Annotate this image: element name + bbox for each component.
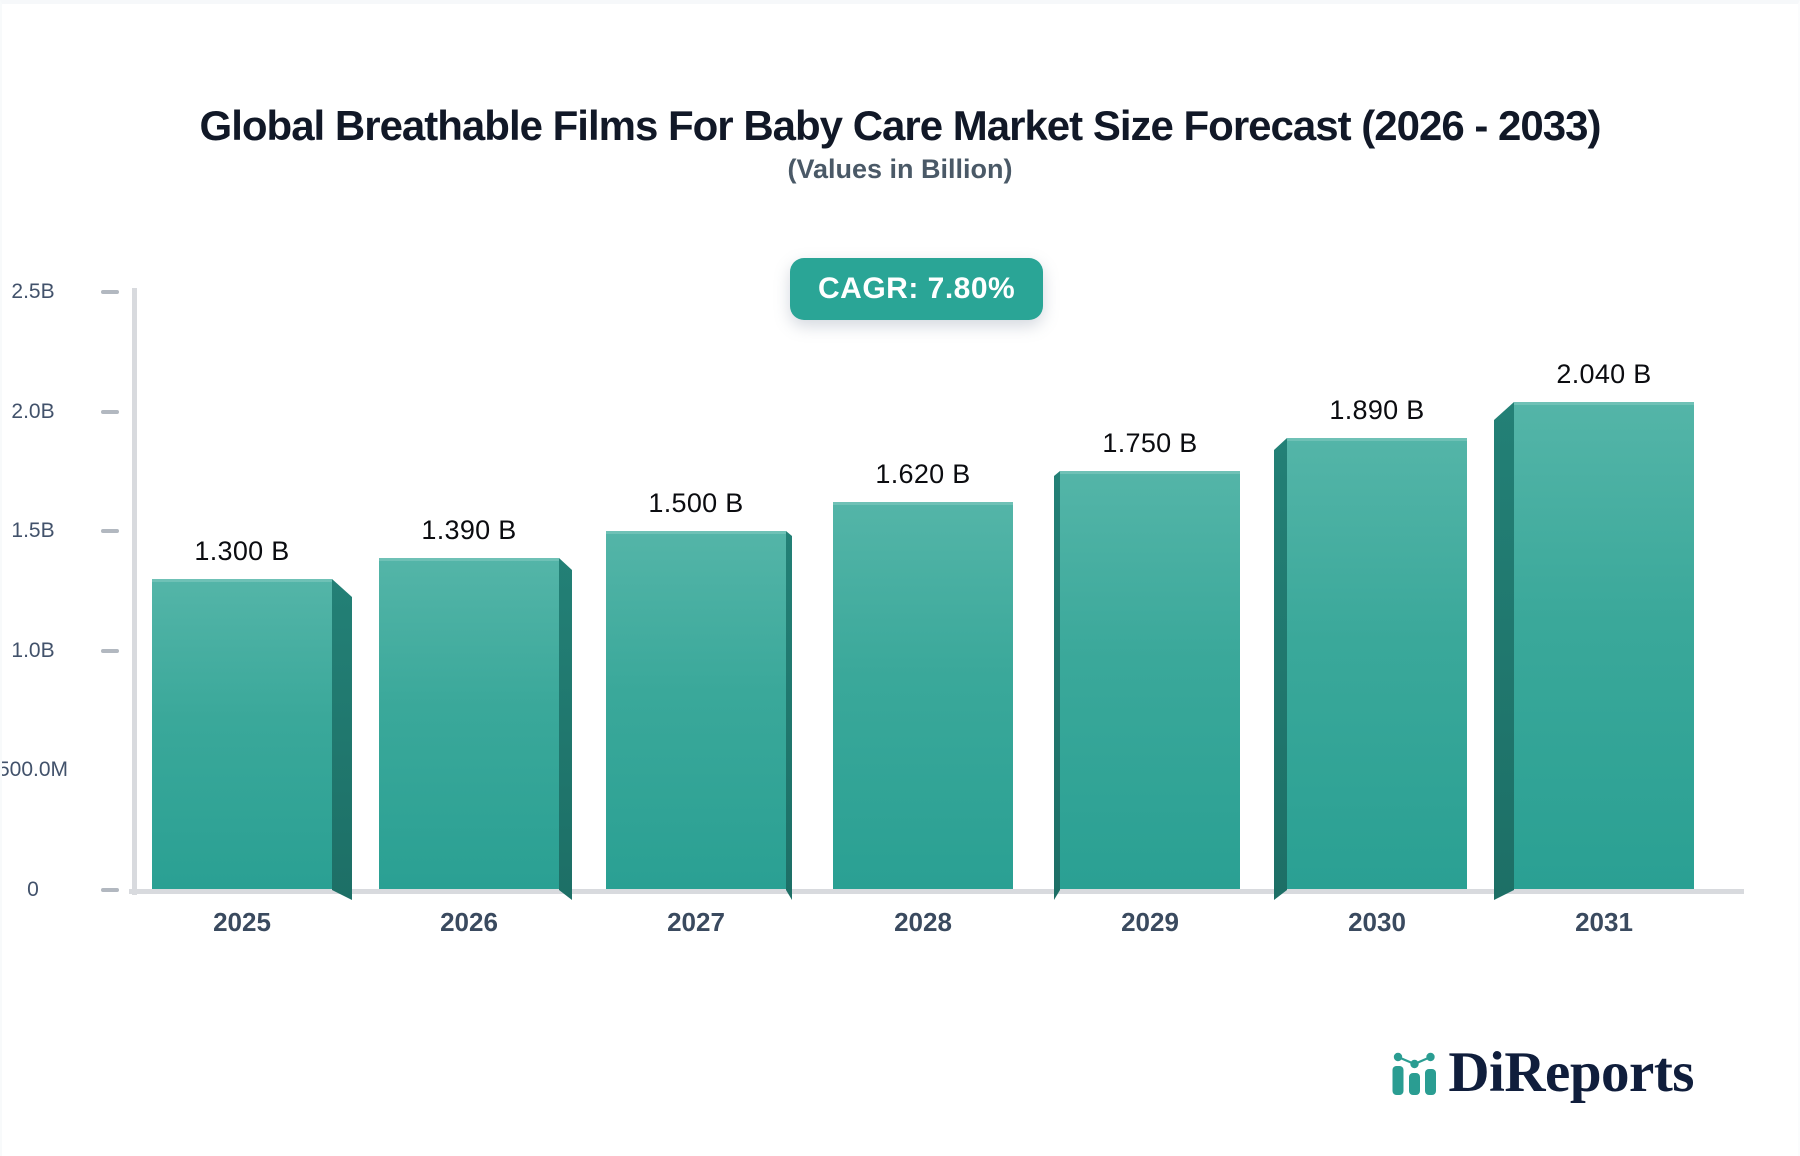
x-tick-label: 2031	[1575, 907, 1633, 937]
bar-2026[interactable]	[379, 558, 559, 890]
bar-value-label: 1.750 B	[1102, 428, 1198, 458]
bar-front-face[interactable]	[379, 558, 559, 890]
bar-side-face	[1054, 471, 1060, 900]
y-tick-dash	[101, 648, 119, 653]
x-tick-label: 2028	[894, 907, 952, 937]
y-tick-label: 1.5B	[11, 519, 55, 543]
logo-chart-icon	[1392, 1052, 1437, 1095]
y-tick-label: 500.0M	[0, 758, 69, 782]
bar-2027[interactable]	[606, 531, 786, 890]
x-tick-label: 2025	[213, 907, 271, 937]
y-tick-dash	[101, 529, 119, 534]
x-axis-line	[129, 889, 1744, 894]
bar-value-label: 2.040 B	[1556, 359, 1652, 389]
x-tick-label: 2029	[1121, 907, 1179, 937]
bar-side-face	[1274, 438, 1287, 900]
bar-front-face[interactable]	[1287, 438, 1467, 890]
y-tick-label: 1.0B	[11, 638, 55, 662]
logo-text: DiReports	[1448, 1041, 1694, 1104]
bar-value-label: 1.500 B	[648, 488, 744, 518]
y-tick-label: 0	[27, 878, 39, 901]
chart-subtitle: (Values in Billion)	[787, 154, 1013, 184]
bar-2030[interactable]	[1287, 438, 1467, 890]
bar-side-face	[786, 531, 792, 900]
bar-side-face	[559, 558, 572, 900]
bar-2025[interactable]	[152, 579, 332, 890]
bar-2031[interactable]	[1514, 402, 1694, 890]
bar-front-face[interactable]	[833, 502, 1013, 890]
bar-side-face	[332, 579, 352, 900]
bar-value-label: 1.390 B	[421, 515, 517, 545]
y-tick-dash	[101, 290, 119, 294]
bar-front-face[interactable]	[606, 531, 786, 890]
x-tick-label: 2027	[667, 907, 725, 937]
bar-2029[interactable]	[1060, 471, 1240, 890]
x-tick-label: 2030	[1348, 907, 1406, 937]
bar-value-label: 1.620 B	[875, 459, 971, 489]
y-tick-label: 2.5B	[11, 280, 55, 303]
y-tick-label: 2.0B	[11, 399, 55, 423]
bar-front-face[interactable]	[152, 579, 332, 890]
y-tick-dash	[101, 409, 119, 414]
bar-side-face	[1494, 402, 1514, 900]
bar-value-label: 1.890 B	[1329, 395, 1425, 425]
chart-title: Global Breathable Films For Baby Care Ma…	[199, 102, 1602, 149]
y-tick-dash	[101, 888, 119, 892]
bar-front-face[interactable]	[1514, 402, 1694, 890]
brand-logo: DiReports	[1392, 1042, 1694, 1104]
bar-front-face[interactable]	[1060, 471, 1240, 890]
cagr-badge: CAGR: 7.80%	[790, 258, 1044, 320]
y-axis-line	[132, 288, 137, 895]
x-tick-label: 2026	[440, 907, 498, 937]
bar-2028[interactable]	[833, 502, 1013, 890]
bar-value-label: 1.300 B	[194, 536, 290, 566]
